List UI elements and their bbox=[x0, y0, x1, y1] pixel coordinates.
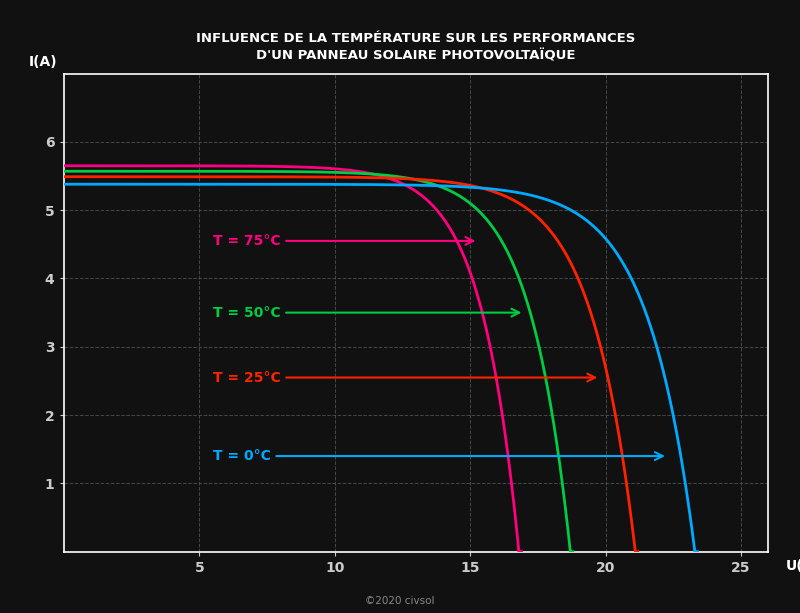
Text: U(V): U(V) bbox=[786, 559, 800, 573]
Text: T = 75°C: T = 75°C bbox=[213, 234, 473, 248]
Text: I(A): I(A) bbox=[28, 55, 57, 69]
Text: T = 50°C: T = 50°C bbox=[213, 306, 519, 319]
Title: INFLUENCE DE LA TEMPÉRATURE SUR LES PERFORMANCES
D'UN PANNEAU SOLAIRE PHOTOVOLTA: INFLUENCE DE LA TEMPÉRATURE SUR LES PERF… bbox=[196, 32, 636, 63]
Text: T = 25°C: T = 25°C bbox=[213, 370, 595, 384]
Text: T = 0°C: T = 0°C bbox=[213, 449, 662, 463]
Text: ©2020 civsol: ©2020 civsol bbox=[366, 596, 434, 606]
